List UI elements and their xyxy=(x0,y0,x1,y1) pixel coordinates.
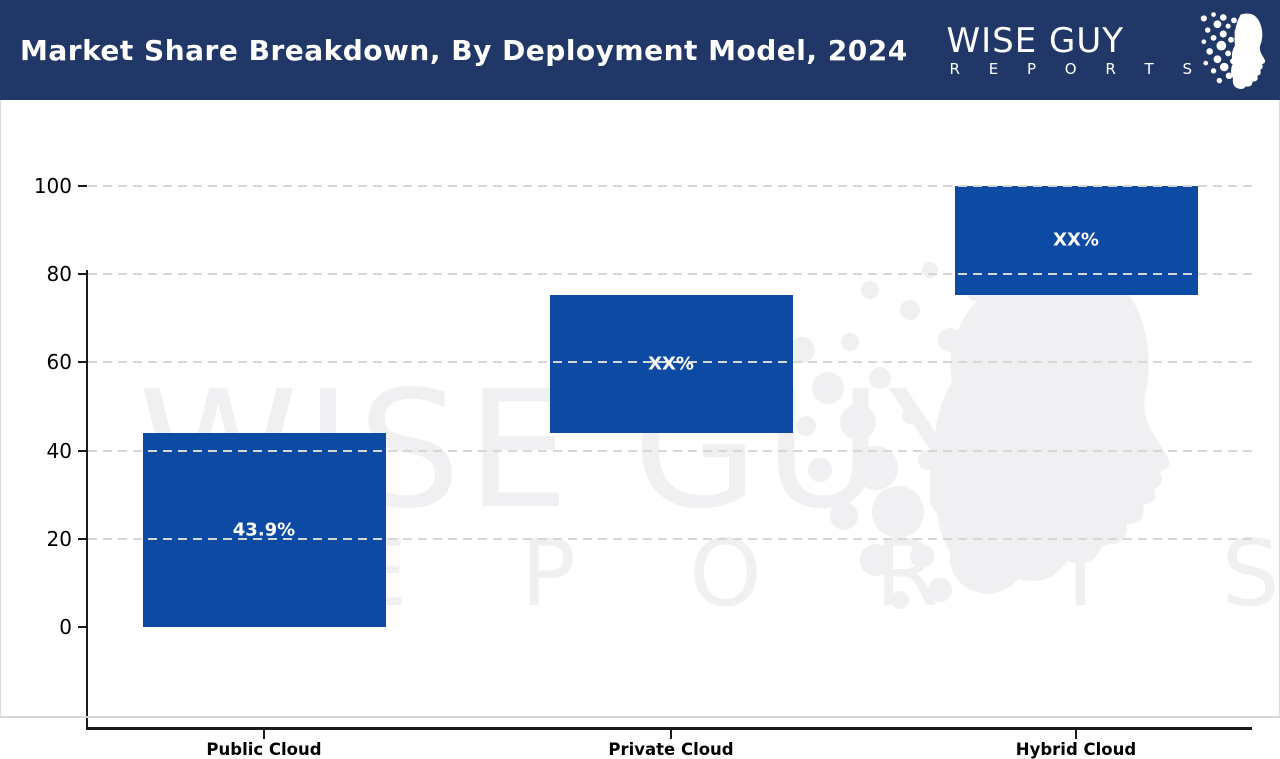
x-tick-0 xyxy=(263,730,265,739)
y-tick-0 xyxy=(78,626,87,628)
y-tick-label-60: 60 xyxy=(46,350,72,375)
gridline-20 xyxy=(88,537,1252,540)
x-axis-line xyxy=(86,727,1252,730)
y-tick-label-80: 80 xyxy=(46,262,72,287)
page-left-border xyxy=(0,100,1,717)
page-bottom-border xyxy=(0,716,1280,718)
bar-value-label: XX% xyxy=(648,353,694,375)
header-banner: Market Share Breakdown, By Deployment Mo… xyxy=(0,0,1280,100)
y-axis-line xyxy=(86,270,88,729)
x-category-label: Private Cloud xyxy=(608,740,734,759)
logo-face-icon xyxy=(1200,12,1266,90)
logo-wordmark: WISE GUY xyxy=(946,20,1125,61)
gridline-40 xyxy=(88,449,1252,452)
bar-value-label: XX% xyxy=(1053,229,1099,251)
y-tick-20 xyxy=(78,537,87,540)
x-tick-1 xyxy=(670,730,672,739)
bar-value-label: 43.9% xyxy=(232,519,296,541)
y-tick-80 xyxy=(78,273,87,276)
y-tick-label-20: 20 xyxy=(46,526,72,551)
gridline-100 xyxy=(88,185,1252,187)
x-category-label: Hybrid Cloud xyxy=(1015,740,1137,759)
y-tick-40 xyxy=(78,449,87,452)
y-tick-label-40: 40 xyxy=(46,438,72,463)
wise-guy-reports-logo: WISE GUY R E P O R T S xyxy=(947,8,1280,92)
page-title: Market Share Breakdown, By Deployment Mo… xyxy=(20,33,908,67)
y-tick-60 xyxy=(78,361,87,364)
bar-public-cloud xyxy=(142,433,386,627)
logo-subtitle: R E P O R T S xyxy=(949,59,1204,78)
watermark-face-graphic xyxy=(789,257,1170,609)
gridline-60 xyxy=(88,361,1252,364)
y-tick-100 xyxy=(78,185,87,187)
y-tick-label-100: 100 xyxy=(33,174,72,198)
y-tick-label-0: 0 xyxy=(59,615,72,639)
bar-private-cloud xyxy=(549,294,793,434)
x-category-label: Public Cloud xyxy=(206,740,322,759)
x-tick-2 xyxy=(1075,730,1077,739)
gridline-80 xyxy=(88,273,1252,276)
bar-hybrid-cloud xyxy=(954,186,1198,295)
bar-chart: WISE GUY R E P O R T S 02040608010043.9%… xyxy=(0,100,1280,759)
logo-text: WISE GUY R E P O R T S xyxy=(947,24,1204,77)
